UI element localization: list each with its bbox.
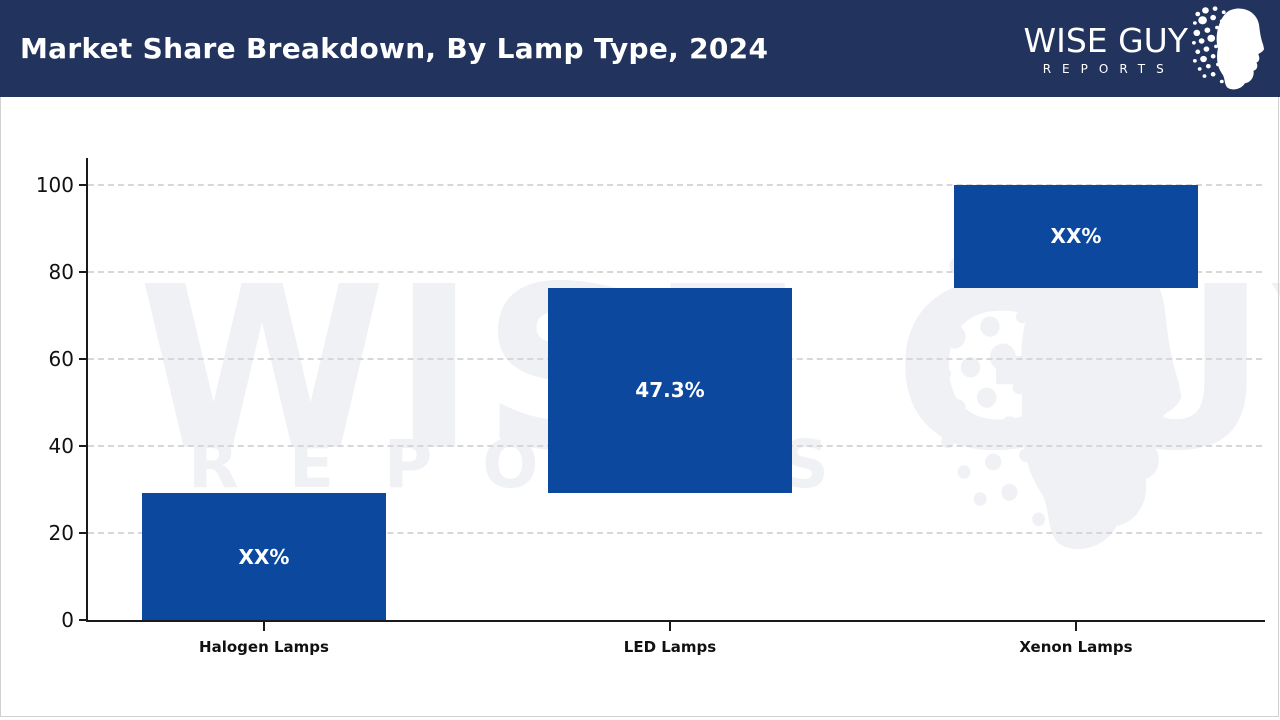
bar-value-label: XX% (238, 544, 290, 569)
y-tick-label: 80 (48, 259, 74, 284)
x-tick-mark (1075, 622, 1077, 631)
brand-subname: REPORTS (1042, 61, 1175, 76)
brand-head-icon (1192, 6, 1265, 90)
y-tick-label: 0 (61, 608, 74, 632)
gridline (88, 270, 1262, 273)
chart-title: Market Share Breakdown, By Lamp Type, 20… (20, 32, 769, 65)
x-axis-line (86, 620, 1265, 622)
plot-area: XX% 47.3% XX% (88, 160, 1262, 620)
bar-led-lamps: 47.3% (548, 287, 792, 494)
bar-value-label: XX% (1050, 224, 1102, 249)
brand-name: WISE GUY (1023, 21, 1188, 61)
x-category-label: Xenon Lamps (1019, 638, 1133, 656)
y-tick-label: 40 (48, 433, 74, 458)
y-tick-label: 100 (35, 172, 74, 197)
header-bar: Market Share Breakdown, By Lamp Type, 20… (0, 0, 1280, 97)
bar-value-label: 47.3% (635, 378, 705, 403)
gridline (88, 531, 1262, 534)
bar-xenon-lamps: XX% (954, 184, 1198, 288)
y-tick-label: 60 (48, 346, 74, 371)
gridline (88, 183, 1262, 186)
x-category-label: Halogen Lamps (199, 638, 329, 656)
x-category-label: LED Lamps (623, 638, 717, 656)
x-tick-mark (263, 622, 265, 631)
brand-logo: WISE GUY REPORTS (1023, 4, 1266, 96)
x-tick-mark (669, 622, 671, 631)
y-tick-label: 20 (48, 520, 74, 545)
bar-halogen-lamps: XX% (142, 493, 386, 620)
y-axis-line (86, 158, 88, 622)
brand-logo-text: WISE GUY REPORTS (1023, 24, 1188, 76)
